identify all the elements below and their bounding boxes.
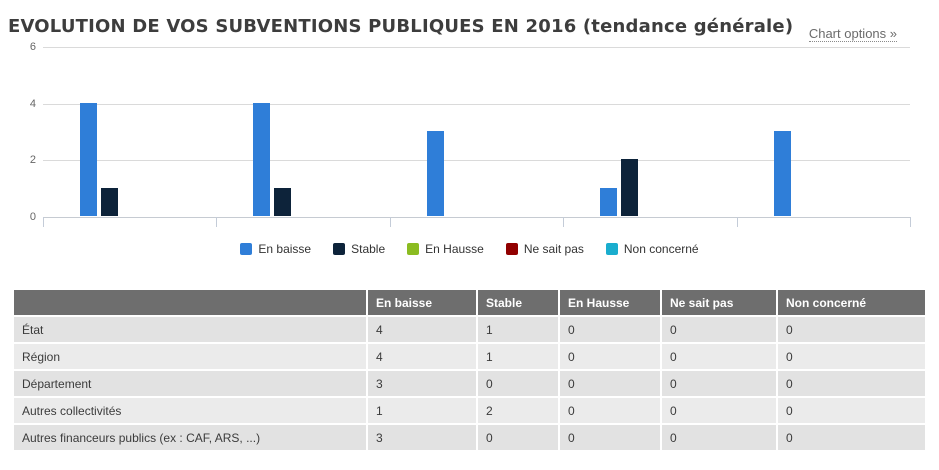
cell: 0 [662,425,776,450]
table-row-etat: État 4 1 0 0 0 [14,317,925,342]
chart-bar-stable [274,188,291,216]
header-cell-en-baisse: En baisse [368,290,476,315]
row-label: Autres collectivités [14,398,366,423]
legend-label: Non concerné [623,242,699,256]
legend-label: En Hausse [425,242,484,256]
bar-chart: 0 2 4 6 [0,41,911,227]
table-header-row: En baisse Stable En Hausse Ne sait pas N… [14,290,925,315]
legend-label: Stable [351,242,386,256]
table-row-departement: Département 3 0 0 0 0 [14,371,925,396]
legend-label: En baisse [258,242,312,256]
legend-swatch-icon [240,243,253,255]
y-axis-tick-label: 2 [29,154,36,167]
y-axis: 0 2 4 6 [0,41,36,223]
table-row-region: Région 4 1 0 0 0 [14,344,925,369]
cell: 0 [778,344,925,369]
row-label: Département [14,371,366,396]
legend-item-stable[interactable]: Stable [333,242,385,256]
x-axis-tick [563,217,564,227]
chart-bar-en-baisse [600,188,617,216]
header-cell-stable: Stable [478,290,558,315]
cell: 1 [478,344,558,369]
cell: 1 [478,317,558,342]
cell: 0 [662,398,776,423]
cell: 3 [368,371,476,396]
legend-swatch-icon [605,243,618,255]
chart-options-link[interactable]: Chart options » [808,26,897,42]
cell: 0 [662,344,776,369]
legend-swatch-icon [407,243,420,255]
legend-swatch-icon [333,243,346,255]
table-row-autres-collectivites: Autres collectivités 1 2 0 0 0 [14,398,925,423]
header-cell-ne-sait-pas: Ne sait pas [662,290,776,315]
header-cell-empty [14,290,366,315]
x-axis-tick [390,217,391,227]
chart-bar-en-baisse [774,131,791,216]
legend-item-ne-sait-pas[interactable]: Ne sait pas [505,242,584,256]
cell: 0 [560,317,660,342]
table-row-autres-financeurs: Autres financeurs publics (ex : CAF, ARS… [14,425,925,450]
gridline [43,47,910,48]
y-axis-tick-label: 0 [29,211,36,223]
row-label: État [14,317,366,342]
row-label: Région [14,344,366,369]
cell: 4 [368,317,476,342]
cell: 0 [560,425,660,450]
chart-bar-stable [101,188,118,216]
chart-bar-stable [621,159,638,216]
plot-area [43,47,911,227]
gridline [43,103,910,105]
gridline [43,160,910,162]
x-axis-tick [43,217,44,227]
chart-bar-en-baisse [80,103,97,216]
cell: 0 [478,371,558,396]
cell: 0 [778,371,925,396]
cell: 0 [560,371,660,396]
cell: 0 [560,398,660,423]
x-axis-line [43,217,910,218]
header-cell-en-hausse: En Hausse [560,290,660,315]
cell: 0 [778,425,925,450]
legend-item-non-concerné[interactable]: Non concerné [605,242,699,256]
y-axis-tick-label: 4 [29,97,36,110]
x-axis-tick [910,217,911,227]
cell: 3 [368,425,476,450]
results-table: En baisse Stable En Hausse Ne sait pas N… [12,288,927,452]
legend-item-en-baisse[interactable]: En baisse [240,242,311,256]
x-axis-tick [216,217,217,227]
x-axis-tick [737,217,738,227]
cell: 0 [778,398,925,423]
cell: 1 [368,398,476,423]
cell: 2 [478,398,558,423]
header-cell-non-concerne: Non concerné [778,290,925,315]
chart-bar-en-baisse [427,131,444,216]
legend-swatch-icon [505,243,518,255]
cell: 0 [662,371,776,396]
cell: 0 [478,425,558,450]
chart-legend: En baisse Stable En Hausse Ne sait pas Non c… [0,242,939,256]
cell: 0 [662,317,776,342]
legend-item-en-hausse[interactable]: En Hausse [407,242,484,256]
cell: 4 [368,344,476,369]
cell: 0 [778,317,925,342]
row-label: Autres financeurs publics (ex : CAF, ARS… [14,425,366,450]
page-title: EVOLUTION DE VOS SUBVENTIONS PUBLIQUES E… [8,16,794,38]
legend-label: Ne sait pas [523,242,584,256]
cell: 0 [560,344,660,369]
chart-bar-en-baisse [253,103,270,216]
y-axis-tick-label: 6 [29,41,36,53]
